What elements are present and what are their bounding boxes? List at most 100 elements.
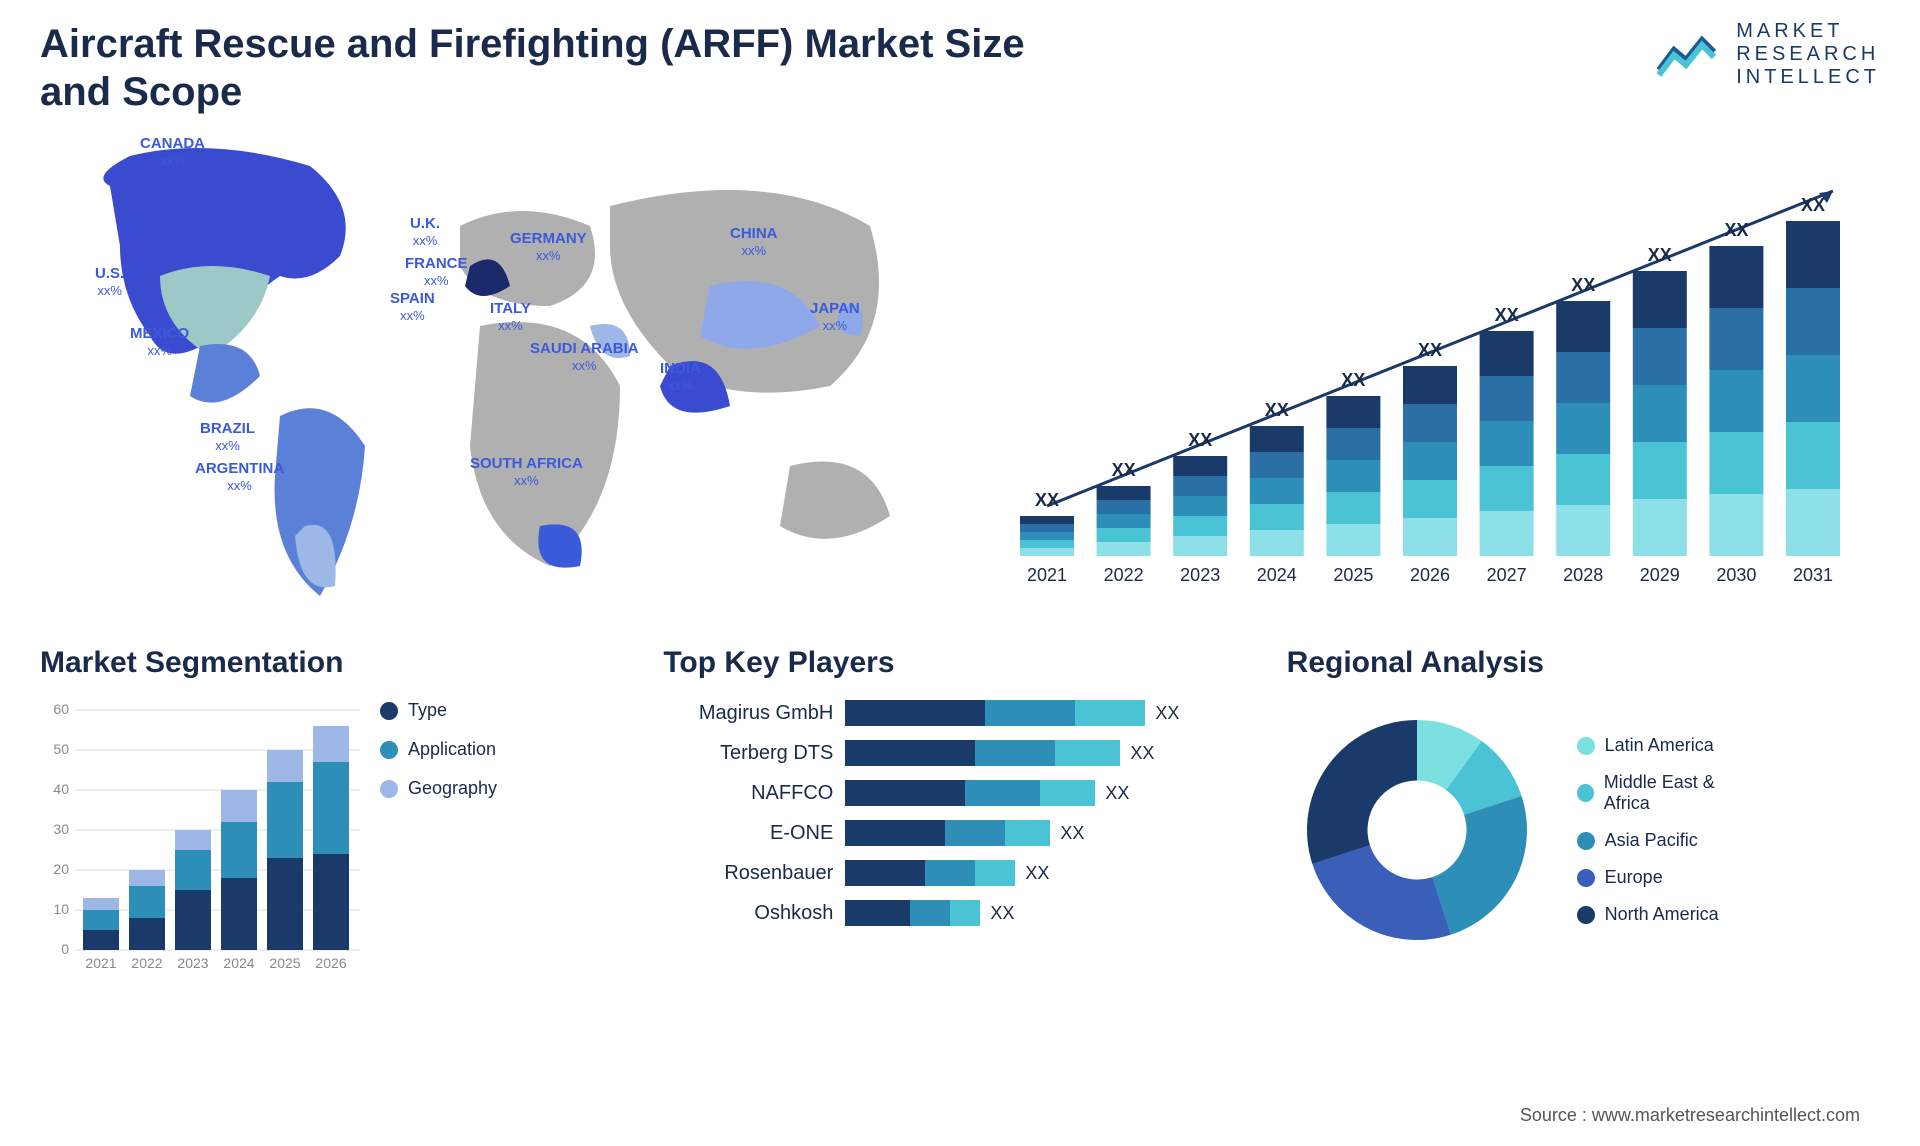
svg-text:2021: 2021 bbox=[1027, 565, 1067, 585]
player-label: Magirus GmbH bbox=[663, 702, 833, 725]
player-row: NAFFCO XX bbox=[663, 780, 1256, 806]
player-bar bbox=[845, 900, 980, 926]
map-label: GERMANYxx% bbox=[510, 231, 587, 264]
regional-legend: Latin America Middle East & Africa Asia Pa… bbox=[1577, 735, 1757, 925]
svg-text:2031: 2031 bbox=[1793, 565, 1833, 585]
logo: MARKET RESEARCH INTELLECT bbox=[1654, 20, 1880, 89]
map-label: CANADAxx% bbox=[140, 136, 205, 169]
regional-legend-item: Europe bbox=[1577, 867, 1757, 888]
regional-title: Regional Analysis bbox=[1287, 646, 1880, 680]
svg-text:2024: 2024 bbox=[223, 955, 254, 971]
logo-line2: RESEARCH bbox=[1736, 43, 1880, 66]
logo-mark-icon bbox=[1654, 30, 1724, 80]
svg-text:2030: 2030 bbox=[1716, 565, 1756, 585]
player-label: Terberg DTS bbox=[663, 742, 833, 765]
svg-text:2027: 2027 bbox=[1487, 565, 1527, 585]
map-label: U.S.xx% bbox=[95, 266, 124, 299]
svg-text:2023: 2023 bbox=[1180, 565, 1220, 585]
segmentation-chart: 0102030405060202120222023202420252026 bbox=[40, 700, 360, 980]
logo-line3: INTELLECT bbox=[1736, 66, 1880, 89]
player-label: NAFFCO bbox=[663, 782, 833, 805]
svg-text:20: 20 bbox=[53, 861, 69, 877]
segmentation-legend-item: Type bbox=[380, 700, 497, 721]
svg-text:XX: XX bbox=[1265, 400, 1289, 420]
player-row: Terberg DTS XX bbox=[663, 740, 1256, 766]
svg-text:2028: 2028 bbox=[1563, 565, 1603, 585]
svg-text:XX: XX bbox=[1801, 195, 1825, 215]
regional-panel: Regional Analysis Latin America Middle Ea… bbox=[1287, 646, 1880, 980]
svg-text:60: 60 bbox=[53, 701, 69, 717]
segmentation-panel: Market Segmentation 0 10 20 30 40 50 60 2021 202… bbox=[40, 646, 633, 980]
header: Aircraft Rescue and Firefighting (ARFF) … bbox=[40, 20, 1880, 116]
segmentation-legend-item: Application bbox=[380, 739, 497, 760]
svg-text:10: 10 bbox=[53, 901, 69, 917]
player-bar bbox=[845, 700, 1145, 726]
svg-text:30: 30 bbox=[53, 821, 69, 837]
player-value: XX bbox=[1060, 823, 1084, 844]
source-text: Source : www.marketresearchintellect.com bbox=[1520, 1105, 1860, 1126]
bottom-row: Market Segmentation 0 10 20 30 40 50 60 2021 202… bbox=[40, 646, 1880, 980]
svg-text:XX: XX bbox=[1495, 305, 1519, 325]
map-label: INDIAxx% bbox=[660, 361, 701, 394]
player-value: XX bbox=[1155, 703, 1179, 724]
players-title: Top Key Players bbox=[663, 646, 1256, 680]
segmentation-title: Market Segmentation bbox=[40, 646, 633, 680]
map-label: FRANCExx% bbox=[405, 256, 468, 289]
player-row: Oshkosh XX bbox=[663, 900, 1256, 926]
players-panel: Top Key Players Magirus GmbHXXTerberg DT… bbox=[663, 646, 1256, 980]
segmentation-legend-item: Geography bbox=[380, 778, 497, 799]
svg-text:40: 40 bbox=[53, 781, 69, 797]
regional-legend-item: North America bbox=[1577, 904, 1757, 925]
regional-legend-item: Asia Pacific bbox=[1577, 830, 1757, 851]
map-label: JAPANxx% bbox=[810, 301, 860, 334]
logo-line1: MARKET bbox=[1736, 20, 1880, 43]
player-label: E-ONE bbox=[663, 822, 833, 845]
svg-text:XX: XX bbox=[1648, 245, 1672, 265]
svg-text:2023: 2023 bbox=[177, 955, 208, 971]
world-map: CANADAxx% U.S.xx%MEXICOxx% BRAZILxx% ARGENT… bbox=[40, 126, 940, 606]
svg-text:0: 0 bbox=[61, 941, 69, 957]
logo-text: MARKET RESEARCH INTELLECT bbox=[1736, 20, 1880, 89]
svg-text:XX: XX bbox=[1418, 340, 1442, 360]
svg-text:XX: XX bbox=[1724, 220, 1748, 240]
regional-legend-item: Latin America bbox=[1577, 735, 1757, 756]
player-label: Rosenbauer bbox=[663, 862, 833, 885]
svg-text:50: 50 bbox=[53, 741, 69, 757]
players-list: Magirus GmbHXXTerberg DTSXXNAFFCOXXE-ONE… bbox=[663, 700, 1256, 926]
map-label: MEXICOxx% bbox=[130, 326, 189, 359]
svg-text:2022: 2022 bbox=[131, 955, 162, 971]
regional-donut bbox=[1287, 700, 1547, 960]
growth-chart-svg: XX 2021 XX 2022 XX 2023 XX 2024 XX 2025 XX 2026 XX 20… bbox=[980, 126, 1880, 606]
player-bar bbox=[845, 740, 1120, 766]
player-bar bbox=[845, 780, 1095, 806]
growth-chart: XX 2021 XX 2022 XX 2023 XX 2024 XX 2025 XX 2026 XX 20… bbox=[980, 126, 1880, 606]
map-label: SPAINxx% bbox=[390, 291, 435, 324]
player-value: XX bbox=[1130, 743, 1154, 764]
player-value: XX bbox=[990, 903, 1014, 924]
regional-legend-item: Middle East & Africa bbox=[1577, 772, 1757, 814]
map-label: ARGENTINAxx% bbox=[195, 461, 284, 494]
svg-text:2024: 2024 bbox=[1257, 565, 1297, 585]
player-value: XX bbox=[1025, 863, 1049, 884]
player-label: Oshkosh bbox=[663, 902, 833, 925]
player-row: Rosenbauer XX bbox=[663, 860, 1256, 886]
svg-text:XX: XX bbox=[1035, 490, 1059, 510]
svg-text:2022: 2022 bbox=[1104, 565, 1144, 585]
svg-text:2026: 2026 bbox=[1410, 565, 1450, 585]
map-label: U.K.xx% bbox=[410, 216, 440, 249]
map-label: SAUDI ARABIAxx% bbox=[530, 341, 639, 374]
svg-text:XX: XX bbox=[1341, 370, 1365, 390]
map-label: BRAZILxx% bbox=[200, 421, 255, 454]
player-row: E-ONE XX bbox=[663, 820, 1256, 846]
svg-text:2025: 2025 bbox=[1333, 565, 1373, 585]
player-bar bbox=[845, 860, 1015, 886]
segmentation-legend: Type Application Geography bbox=[380, 700, 497, 980]
svg-text:2021: 2021 bbox=[85, 955, 116, 971]
player-value: XX bbox=[1105, 783, 1129, 804]
player-bar bbox=[845, 820, 1050, 846]
svg-text:2029: 2029 bbox=[1640, 565, 1680, 585]
svg-text:XX: XX bbox=[1112, 460, 1136, 480]
page-title: Aircraft Rescue and Firefighting (ARFF) … bbox=[40, 20, 1040, 116]
map-label: SOUTH AFRICAxx% bbox=[470, 456, 583, 489]
map-svg bbox=[40, 126, 940, 606]
